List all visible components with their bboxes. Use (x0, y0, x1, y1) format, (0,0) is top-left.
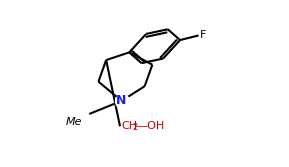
Text: N: N (116, 94, 127, 107)
Text: F: F (200, 30, 206, 40)
Text: 2: 2 (132, 123, 138, 132)
Text: —OH: —OH (137, 121, 165, 131)
Text: CH: CH (122, 121, 138, 131)
Text: Me: Me (66, 117, 82, 127)
